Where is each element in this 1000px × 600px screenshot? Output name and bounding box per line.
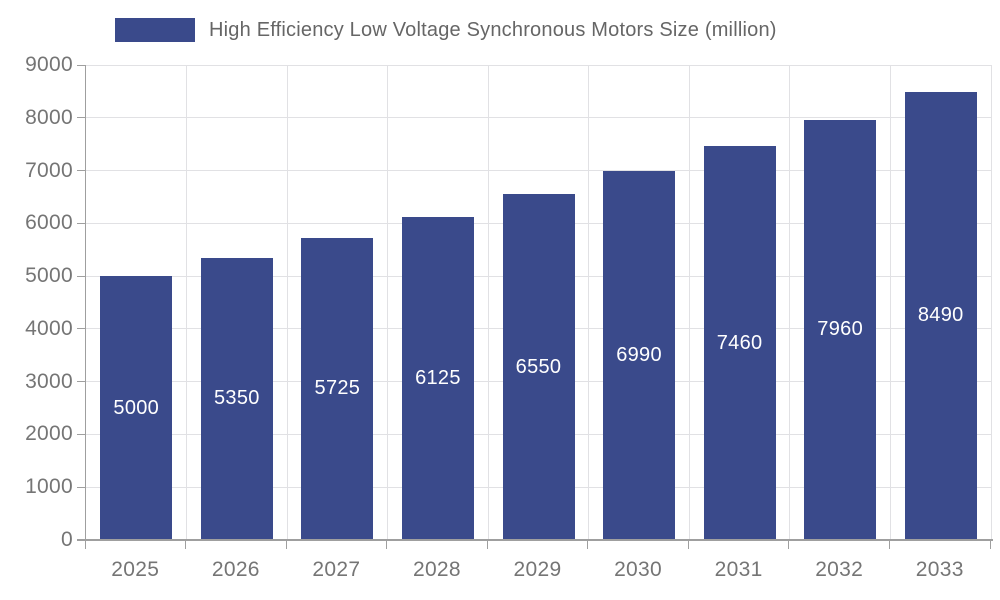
- bar-value-label: 8490: [917, 304, 964, 327]
- y-axis-tick-label: 3000: [25, 369, 73, 393]
- y-axis-tick-label: 8000: [25, 105, 73, 129]
- gridline-vertical: [889, 65, 891, 540]
- y-axis-tick-label: 1000: [25, 475, 73, 499]
- gridline-vertical: [688, 65, 690, 540]
- gridline-horizontal: [86, 170, 991, 172]
- y-axis-tick: [77, 486, 85, 488]
- legend-item[interactable]: High Efficiency Low Voltage Synchronous …: [115, 18, 777, 42]
- y-axis-tick: [77, 222, 85, 224]
- x-axis-tick-label: 2029: [513, 558, 562, 581]
- y-axis-tick: [77, 275, 85, 277]
- bar-2027: 5725: [301, 237, 374, 540]
- y-axis-tick-label: 0: [61, 528, 73, 551]
- y-axis-tick: [77, 381, 85, 383]
- x-axis-tick-label: 2025: [111, 558, 160, 581]
- x-axis-tick: [888, 540, 890, 549]
- legend-swatch: [115, 18, 195, 42]
- bar-value-label: 6125: [415, 366, 461, 389]
- x-axis-tick: [386, 540, 388, 549]
- gridline-vertical: [487, 65, 489, 540]
- gridline-horizontal: [86, 64, 991, 66]
- y-axis-tick: [77, 433, 85, 435]
- y-axis-tick-label: 7000: [25, 158, 73, 182]
- gridline-vertical: [990, 65, 992, 540]
- bar-2031: 7460: [703, 146, 776, 540]
- x-axis-tick: [84, 540, 86, 549]
- y-axis-tick-label: 2000: [25, 422, 73, 446]
- legend-label: High Efficiency Low Voltage Synchronous …: [209, 18, 777, 41]
- x-axis-tick: [587, 540, 589, 549]
- x-axis-tick: [788, 540, 790, 549]
- bar-2025: 5000: [100, 276, 173, 540]
- y-axis-tick: [77, 117, 85, 119]
- gridline-vertical: [588, 65, 590, 540]
- y-axis-tick: [77, 539, 85, 541]
- x-axis-tick-label: 2031: [714, 558, 763, 581]
- x-axis-line: [77, 539, 993, 541]
- x-axis-tick: [285, 540, 287, 549]
- x-axis-tick-label: 2032: [815, 558, 864, 581]
- x-axis-tick: [989, 540, 991, 549]
- gridline-vertical: [286, 65, 288, 540]
- plot-area: 5000 5350 5725 6125 6550 6990 7460 7960 8490: [85, 64, 992, 540]
- gridline-horizontal: [86, 117, 991, 119]
- bar-value-label: 7960: [817, 318, 863, 341]
- x-axis-tick-label: 2028: [412, 558, 461, 581]
- bar-value-label: 6550: [515, 355, 562, 378]
- x-axis-tick: [687, 540, 689, 549]
- bar-2028: 6125: [401, 216, 474, 540]
- bar-value-label: 5725: [314, 377, 361, 400]
- x-axis-tick-label: 2033: [915, 558, 964, 581]
- y-axis-tick-label: 6000: [25, 211, 73, 235]
- x-axis-tick: [486, 540, 488, 549]
- bar-2026: 5350: [200, 257, 273, 540]
- bar-2033: 8490: [904, 91, 977, 540]
- y-axis-tick-label: 4000: [25, 316, 73, 340]
- bar-2030: 6990: [603, 171, 676, 540]
- bar-value-label: 7460: [716, 331, 763, 354]
- gridline-vertical: [186, 65, 188, 540]
- y-axis-tick-label: 5000: [25, 264, 73, 288]
- y-axis-tick: [77, 64, 85, 66]
- x-axis-tick-label: 2026: [211, 558, 260, 581]
- gridline-vertical: [387, 65, 389, 540]
- x-axis-tick: [185, 540, 187, 549]
- bar-2029: 6550: [502, 194, 575, 540]
- y-axis-tick: [77, 170, 85, 172]
- bar-value-label: 5000: [113, 396, 160, 419]
- gridline-vertical: [789, 65, 791, 540]
- y-axis-tick-label: 9000: [25, 53, 73, 76]
- x-axis-tick-label: 2027: [312, 558, 361, 581]
- y-axis-tick: [77, 328, 85, 330]
- bar-2032: 7960: [804, 119, 877, 540]
- bar-value-label: 5350: [213, 387, 260, 410]
- bar-value-label: 6990: [616, 344, 662, 367]
- x-axis-tick-label: 2030: [614, 558, 662, 581]
